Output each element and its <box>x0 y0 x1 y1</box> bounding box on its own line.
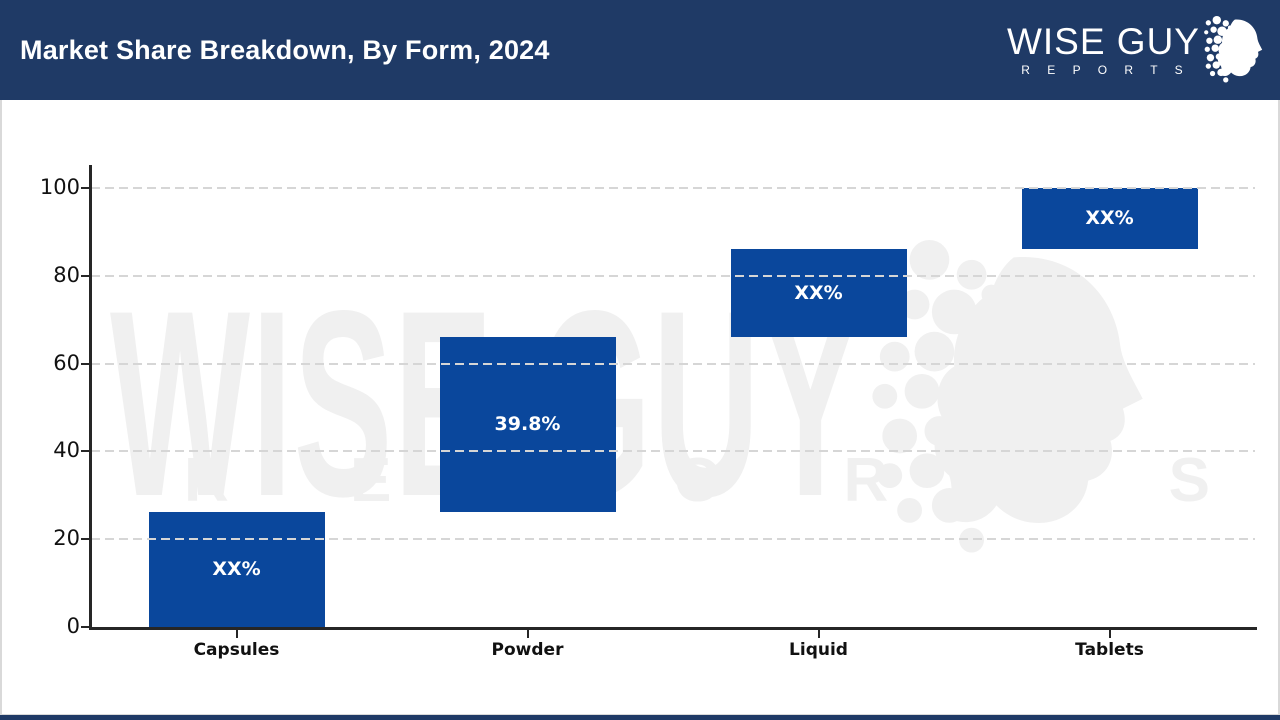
y-tick-label-100: 100 <box>39 175 80 199</box>
x-axis-tick <box>235 629 238 638</box>
gridline-60 <box>91 362 1255 365</box>
x-tick-label-capsules: Capsules <box>193 640 280 660</box>
y-tick-label-80: 80 <box>53 262 80 287</box>
brand-wordmark: WISE GUY R E P O R T S <box>1007 23 1200 77</box>
chart-panel: WISE GUY R E P O R T S XX% Capsules 39.8% P… <box>0 100 1280 715</box>
y-axis-tick <box>81 362 90 365</box>
y-tick-label-40: 40 <box>53 438 80 463</box>
x-axis-tick <box>817 629 820 638</box>
y-tick-label-60: 60 <box>53 350 80 375</box>
y-axis-line <box>89 165 92 629</box>
bar-capsules: XX% <box>148 511 325 627</box>
y-axis-tick <box>81 538 90 541</box>
y-axis-tick <box>81 274 90 277</box>
bar-liquid: XX% <box>730 248 907 337</box>
y-tick-label-20: 20 <box>53 526 80 551</box>
brand-subtitle: R E P O R T S <box>1021 63 1190 77</box>
y-axis-tick <box>81 626 90 628</box>
x-axis-line <box>89 627 1257 630</box>
footer-bar <box>0 715 1280 720</box>
x-tick-label-tablets: Tablets <box>1075 640 1144 660</box>
y-tick-label-0: 0 <box>66 614 80 638</box>
chart-canvas: XX% Capsules 39.8% Powder XX% Liquid XX% Tablet… <box>2 100 1278 715</box>
bar-powder: 39.8% <box>439 336 616 512</box>
brand-name: WISE GUY <box>1006 21 1200 62</box>
bar-value-label: XX% <box>1085 207 1134 230</box>
gridline-100 <box>91 187 1255 189</box>
brand-logo: WISE GUY R E P O R T S <box>1007 12 1268 88</box>
x-tick-label-powder: Powder <box>491 640 564 660</box>
y-axis-tick <box>81 187 90 189</box>
bar-tablets: XX% <box>1021 188 1198 249</box>
footer-divider <box>0 714 1280 715</box>
app-header: Market Share Breakdown, By Form, 2024 WI… <box>0 0 1280 100</box>
gridline-20 <box>91 538 1255 541</box>
y-axis-tick <box>81 450 90 453</box>
x-axis-tick <box>1108 629 1111 638</box>
gridline-80 <box>91 274 1255 277</box>
bar-value-label: XX% <box>794 281 843 304</box>
x-tick-label-liquid: Liquid <box>789 640 848 660</box>
page-title: Market Share Breakdown, By Form, 2024 <box>20 34 550 65</box>
gridline-40 <box>91 450 1255 453</box>
bar-value-label: XX% <box>212 558 261 581</box>
x-axis-tick <box>526 629 529 638</box>
dotted-head-profile-icon <box>1202 12 1268 88</box>
bar-value-label: 39.8% <box>494 413 561 436</box>
